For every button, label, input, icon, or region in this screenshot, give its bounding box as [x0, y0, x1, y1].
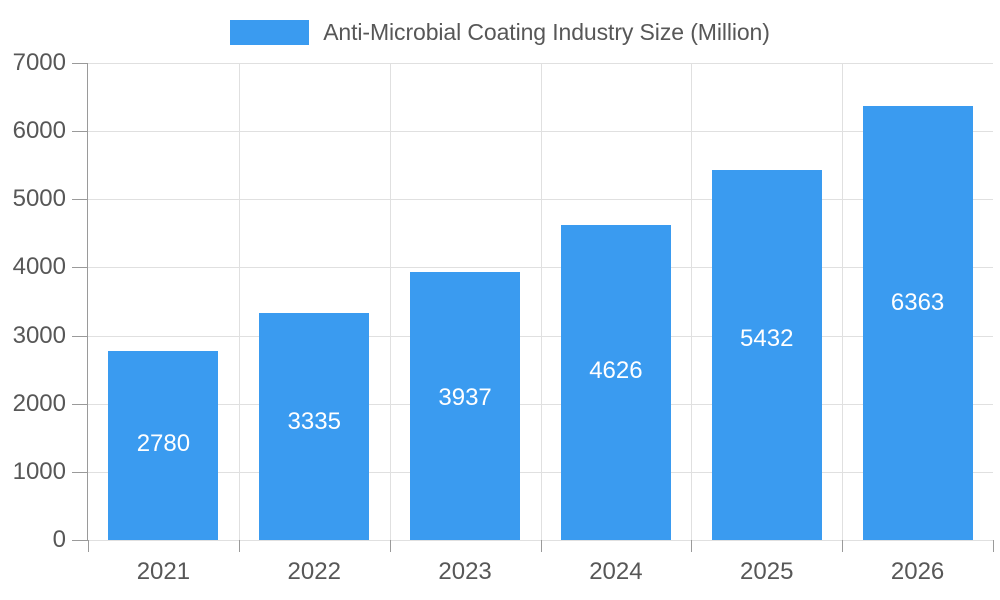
x-axis-tick [540, 540, 542, 552]
bar-value-label: 3335 [287, 408, 341, 436]
legend-color-swatch[interactable] [230, 19, 310, 45]
x-axis-tick [842, 540, 844, 552]
y-axis-tick [72, 335, 88, 337]
x-axis-label: 2021 [136, 558, 191, 585]
y-axis-tick [72, 63, 88, 64]
chart-legend: Anti-Microbial Coating Industry Size (Mi… [0, 14, 1000, 50]
y-axis-tick [72, 267, 88, 269]
y-axis-tick [72, 471, 88, 473]
x-axis-tick [88, 540, 89, 552]
y-axis-label: 3000 [12, 321, 66, 349]
y-axis-label: 6000 [12, 117, 66, 145]
bar-2025[interactable]: 5432 [711, 169, 822, 540]
bar-2022[interactable]: 3335 [259, 312, 370, 540]
x-axis-label: 2024 [589, 558, 643, 585]
gridline-vertical [540, 63, 542, 540]
bar-2023[interactable]: 3937 [410, 271, 521, 540]
y-axis-tick [72, 540, 88, 541]
bar-value-label: 3937 [438, 384, 492, 412]
bar-value-label: 4626 [589, 357, 643, 385]
gridline-vertical [389, 63, 391, 540]
x-axis-tick [238, 540, 240, 552]
legend-label: Anti-Microbial Coating Industry Size (Mi… [323, 18, 770, 45]
bar-value-label: 5432 [740, 325, 794, 353]
x-axis-tick [993, 540, 994, 552]
y-axis-label: 4000 [12, 253, 66, 281]
y-axis-tick [72, 403, 88, 405]
x-axis-label: 2023 [438, 558, 492, 585]
gridline-vertical [691, 63, 693, 540]
plot-area: 2780 3335 3937 4626 5432 6363 [88, 63, 993, 541]
x-axis-tick [691, 540, 693, 552]
y-axis-label: 2000 [12, 389, 66, 417]
gridline-vertical [238, 63, 240, 540]
y-axis-label: 5000 [12, 185, 66, 213]
bar-value-label: 2780 [136, 430, 191, 458]
bar-value-label: 6363 [890, 288, 945, 316]
y-axis-tick [72, 199, 88, 201]
bar-2024[interactable]: 4626 [560, 224, 671, 540]
y-axis-label: 7000 [12, 49, 66, 76]
y-axis-label: 0 [52, 526, 66, 553]
y-axis-label: 1000 [12, 457, 66, 485]
x-axis-label: 2025 [740, 558, 794, 585]
x-axis-tick [389, 540, 391, 552]
x-axis-label: 2022 [287, 558, 341, 585]
y-axis-tick [72, 131, 88, 133]
x-axis-label: 2026 [890, 558, 945, 585]
bar-2021[interactable]: 2780 [108, 350, 219, 540]
bar-2026[interactable]: 6363 [862, 106, 973, 540]
y-axis-line [87, 63, 88, 541]
gridline-vertical [842, 63, 844, 540]
